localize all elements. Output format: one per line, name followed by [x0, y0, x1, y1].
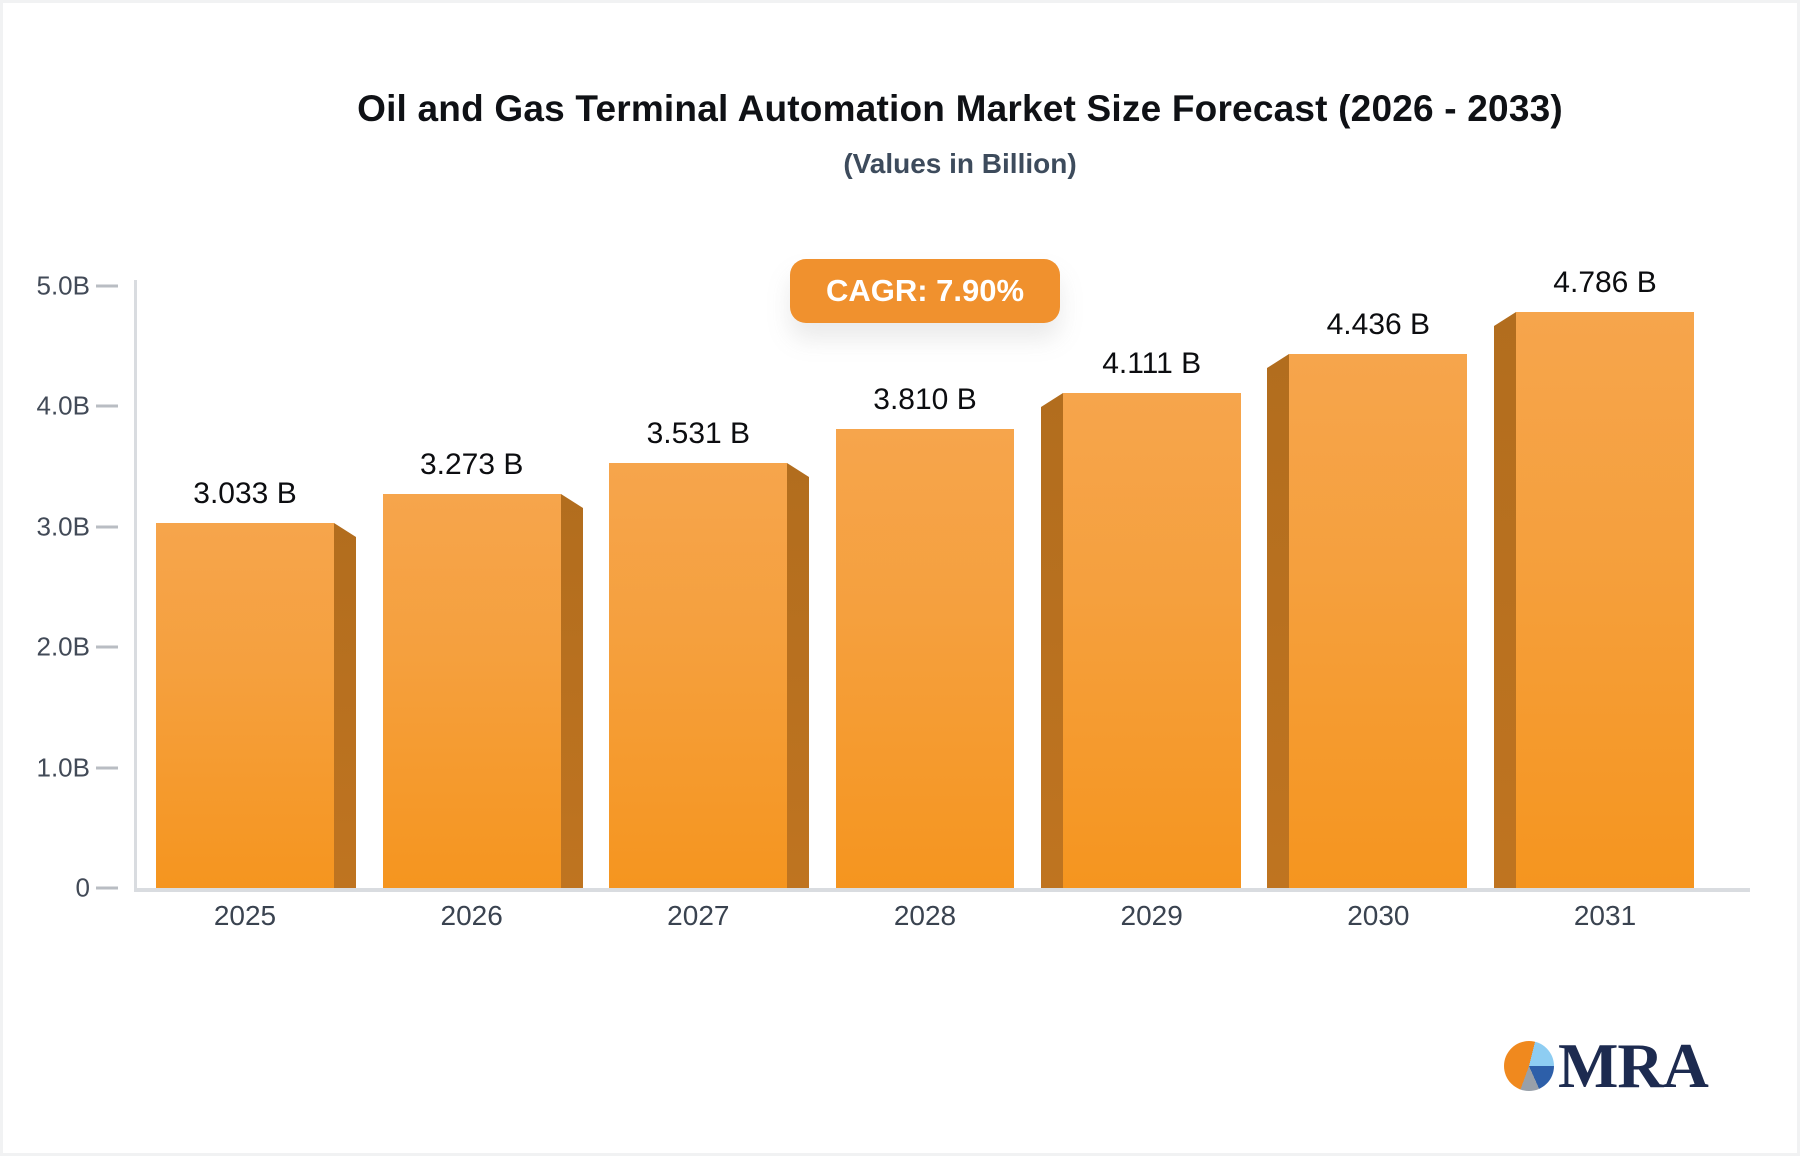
bar-2027	[609, 463, 787, 888]
y-tick-label: 1.0B	[36, 752, 91, 783]
x-tick-label-2028: 2028	[893, 900, 957, 931]
y-tick-label: 3.0B	[36, 511, 91, 542]
bar-value-label: 3.033 B	[193, 477, 297, 510]
bar-2029	[1063, 393, 1241, 888]
y-tick-mark	[96, 766, 118, 770]
x-tick-label-2029: 2029	[1120, 900, 1183, 931]
bar-2029-side-face	[1041, 393, 1063, 888]
y-tick-mark	[96, 645, 118, 649]
chart-subtitle: (Values in Billion)	[843, 148, 1077, 179]
bar-2025	[156, 523, 334, 888]
x-tick-label-2030: 2030	[1347, 900, 1410, 931]
bar-value-label: 3.810 B	[873, 383, 977, 416]
y-tick-mark	[96, 525, 118, 529]
cagr-badge-label: CAGR: 7.90%	[825, 273, 1025, 308]
bar-2025-side-face	[334, 523, 356, 888]
bar-2026	[383, 494, 561, 888]
bar-2031	[1516, 312, 1694, 888]
x-tick-label-2025: 2025	[213, 900, 277, 931]
chart-title: Oil and Gas Terminal Automation Market S…	[357, 88, 1563, 129]
bar-value-label: 4.436 B	[1326, 308, 1431, 341]
y-tick-mark	[96, 284, 118, 288]
bar-value-label: 3.273 B	[419, 448, 524, 481]
bar-2031-side-face	[1494, 312, 1516, 888]
mra-logo: MRA	[1504, 1030, 1709, 1101]
y-tick-label: 2.0B	[36, 631, 91, 662]
bar-2027-side-face	[787, 463, 809, 888]
bar-value-label: 3.531 B	[646, 417, 751, 450]
y-tick-label: 4.0B	[36, 390, 91, 421]
x-axis-line	[134, 888, 1750, 892]
bar-value-label: 4.111 B	[1102, 347, 1202, 380]
bar-2028	[836, 429, 1014, 888]
pie-chart-logo-icon	[1504, 1041, 1554, 1091]
x-tick-label-2027: 2027	[667, 900, 730, 931]
bar-2030	[1289, 354, 1467, 888]
y-tick-mark	[96, 404, 118, 408]
y-tick-label: 0	[75, 872, 90, 903]
y-axis-line	[134, 280, 137, 892]
cagr-badge: CAGR: 7.90%	[790, 259, 1060, 323]
bar-2026-side-face	[561, 494, 583, 888]
x-tick-label-2026: 2026	[440, 900, 503, 931]
y-tick-label: 5.0B	[36, 270, 91, 301]
y-tick-mark	[96, 886, 118, 890]
x-tick-label-2031: 2031	[1573, 900, 1637, 931]
logo-text: MRA	[1558, 1030, 1709, 1101]
bar-2030-side-face	[1267, 354, 1289, 888]
bar-value-label: 4.786 B	[1553, 266, 1657, 299]
